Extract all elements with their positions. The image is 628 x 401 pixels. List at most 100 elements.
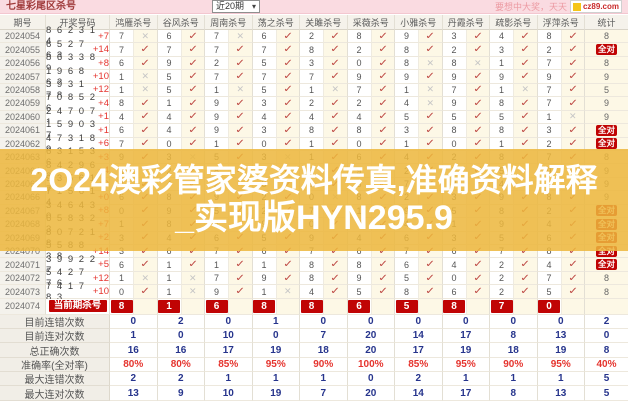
hit-check-icon: ✓ [377,138,388,150]
table-body: 2024054 8 6 2 3 1 4 +7 7 ✕ 6 ✓ 7 ✕ 6 ✓ 2 ✓ 8 ✓ 9 ✓ 3 ✓ 4 ✓ 8 ✓… [0,25,628,315]
kill-number-cell: 2 [490,285,514,299]
bonus-number: +6 [98,138,109,150]
winning-digits: 7 4 1 7 8 3 [46,280,86,303]
stat-cell: 全对 [585,245,628,259]
column-header-expert: 丹霞杀号 [442,15,490,30]
kill-number-cell: 7 [110,177,134,192]
kill-number-cell: 7 [300,70,324,84]
kill-number-cell: 6 [110,56,134,71]
hit-check-icon: ✓ [235,111,246,123]
kill-number-cell: 2 [205,56,229,71]
kill-number-cell: 8 [347,191,372,205]
result-cell: ✓ [276,30,300,44]
kill-number-cell: 0 [157,137,182,151]
hit-check-icon: ✓ [377,286,388,298]
hit-check-icon: ✓ [235,232,246,244]
hit-check-icon: ✓ [235,205,246,217]
kill-number-cell: 7 [347,218,372,232]
result-cell: ✓ [514,56,538,71]
table-row: 2024056 8 6 3 3 8 9 +8 6 ✓ 9 ✓ 2 ✓ 5 ✓ 3 ✓ 0 ✓ 8 ✕ 8 ✕ 1 ✓ 7 ✓… [0,52,628,74]
result-cell: ✓ [229,110,253,125]
kill-number-cell: 4 [395,97,419,111]
result-cell: ✓ [181,124,205,138]
stats-label-cell: 最大连对次数 [0,386,110,401]
result-cell: ✓ [561,150,585,165]
kill-number-cell: 1 [110,218,134,232]
all-correct-badge: 全对 [595,138,617,150]
hit-check-icon: ✓ [472,151,483,163]
kill-number-cell: 4 [252,110,277,125]
hit-check-icon: ✓ [425,30,436,42]
result-cell: ✓ [466,218,490,232]
hit-check-icon: ✓ [425,151,436,163]
hit-check-icon: ✓ [472,272,483,284]
kill-number-cell: 5 [442,110,467,125]
stat-cell [585,298,628,315]
result-cell: ✓ [134,150,158,165]
hit-check-icon: ✓ [472,245,483,257]
column-header-stat: 统计 [585,15,628,30]
current-kill-cell: 6 [347,298,372,315]
hit-check-icon: ✓ [187,57,198,69]
result-cell: ✓ [134,177,158,192]
miss-x-icon: ✕ [141,71,150,82]
result-cell: ✓ [134,218,158,232]
hit-check-icon: ✓ [520,57,531,69]
hit-check-icon: ✓ [282,111,293,123]
result-cell: ✓ [229,258,253,272]
result-cell: ✓ [181,110,205,125]
result-cell: ✓ [561,137,585,151]
stats-value-cell: 1 [537,372,585,387]
stat-cell: 9 [585,110,628,125]
result-cell: ✓ [514,164,538,178]
kill-number-cell: 5 [110,164,134,178]
site-logo[interactable]: cz89.com [569,0,622,13]
result-cell: ✓ [561,285,585,299]
kill-number-cell: 7 [537,271,562,286]
period-range-select[interactable]: 近20期 ▾ [212,0,261,13]
kill-number-cell: 8 [110,97,134,111]
miss-x-icon: ✕ [188,286,197,297]
result-cell: ✓ [561,204,585,219]
hit-check-icon: ✓ [187,191,198,203]
kill-number-cell: 7 [205,271,229,286]
result-cell: ✓ [419,70,443,84]
result-cell: ✓ [324,30,348,44]
result-cell: ✓ [514,97,538,111]
stat-cell: 5 [585,83,628,98]
stats-row: 目前连错次数 0 2 0 1 0 0 0 0 0 0 2 [0,314,628,330]
kill-number-cell: 1 [347,204,372,219]
hit-check-icon: ✓ [567,218,578,230]
result-cell [134,298,158,315]
result-cell: ✓ [514,137,538,151]
hit-check-icon: ✓ [567,71,578,83]
table-row: 2024073 7 4 1 7 8 3 +10 0 ✓ 1 ✕ 9 ✓ 1 ✕ 4 ✓ 5 ✓ 8 ✓ 6 ✓ 2 ✓ 5… [0,281,628,303]
winning-numbers-cell: 1 5 9 0 3 7 +1 [46,119,110,141]
stats-value-cell: 7 [300,386,348,401]
result-cell: ✓ [181,83,205,98]
kill-number-cell: 4 [537,258,562,272]
kill-number-cell: 3 [537,177,562,192]
hit-check-icon: ✓ [235,57,246,69]
column-header-expert: 采薇杀号 [347,15,395,30]
column-header-numbers: 开奖号码 [46,15,110,30]
result-cell: ✓ [561,30,585,44]
result-cell: ✓ [561,177,585,192]
kill-number-cell: 7 [490,245,514,259]
result-cell: ✓ [324,285,348,299]
miss-x-icon: ✕ [236,30,245,41]
column-header-expert: 荡之杀号 [252,15,300,30]
hit-check-icon: ✓ [520,286,531,298]
result-cell: ✓ [276,258,300,272]
table-row: 2024061 1 5 9 0 3 7 +1 6 ✓ 4 ✓ 9 ✓ 3 ✓ 8 ✓ 8 ✓ 3 ✓ 8 ✓ 8 ✓ 3 ✓… [0,119,628,141]
kill-number-cell: 5 [252,231,277,245]
kill-number-cell: 7 [252,70,277,84]
result-cell: ✓ [134,204,158,219]
hit-check-icon: ✓ [330,71,341,83]
stats-value-cell: 0 [347,372,395,387]
kill-number-cell: 5 [300,164,324,178]
current-label-cell: 当前期杀号 [46,298,110,315]
kill-number-cell: 5 [347,285,372,299]
result-cell: ✕ [229,83,253,98]
kill-number-cell: 4 [157,124,182,138]
